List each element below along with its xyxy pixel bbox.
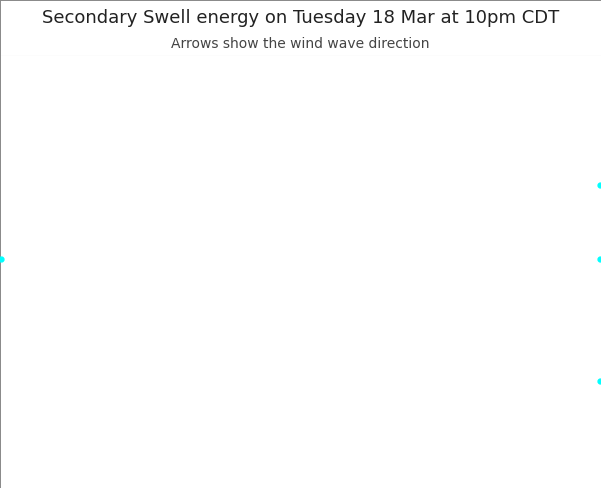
Text: Secondary Swell energy on Tuesday 18 Mar at 10pm CDT: Secondary Swell energy on Tuesday 18 Mar… [42, 9, 559, 27]
Text: Map unavailable (cartopy not installed): Map unavailable (cartopy not installed) [138, 263, 463, 281]
Text: Arrows show the wind wave direction: Arrows show the wind wave direction [171, 37, 430, 51]
